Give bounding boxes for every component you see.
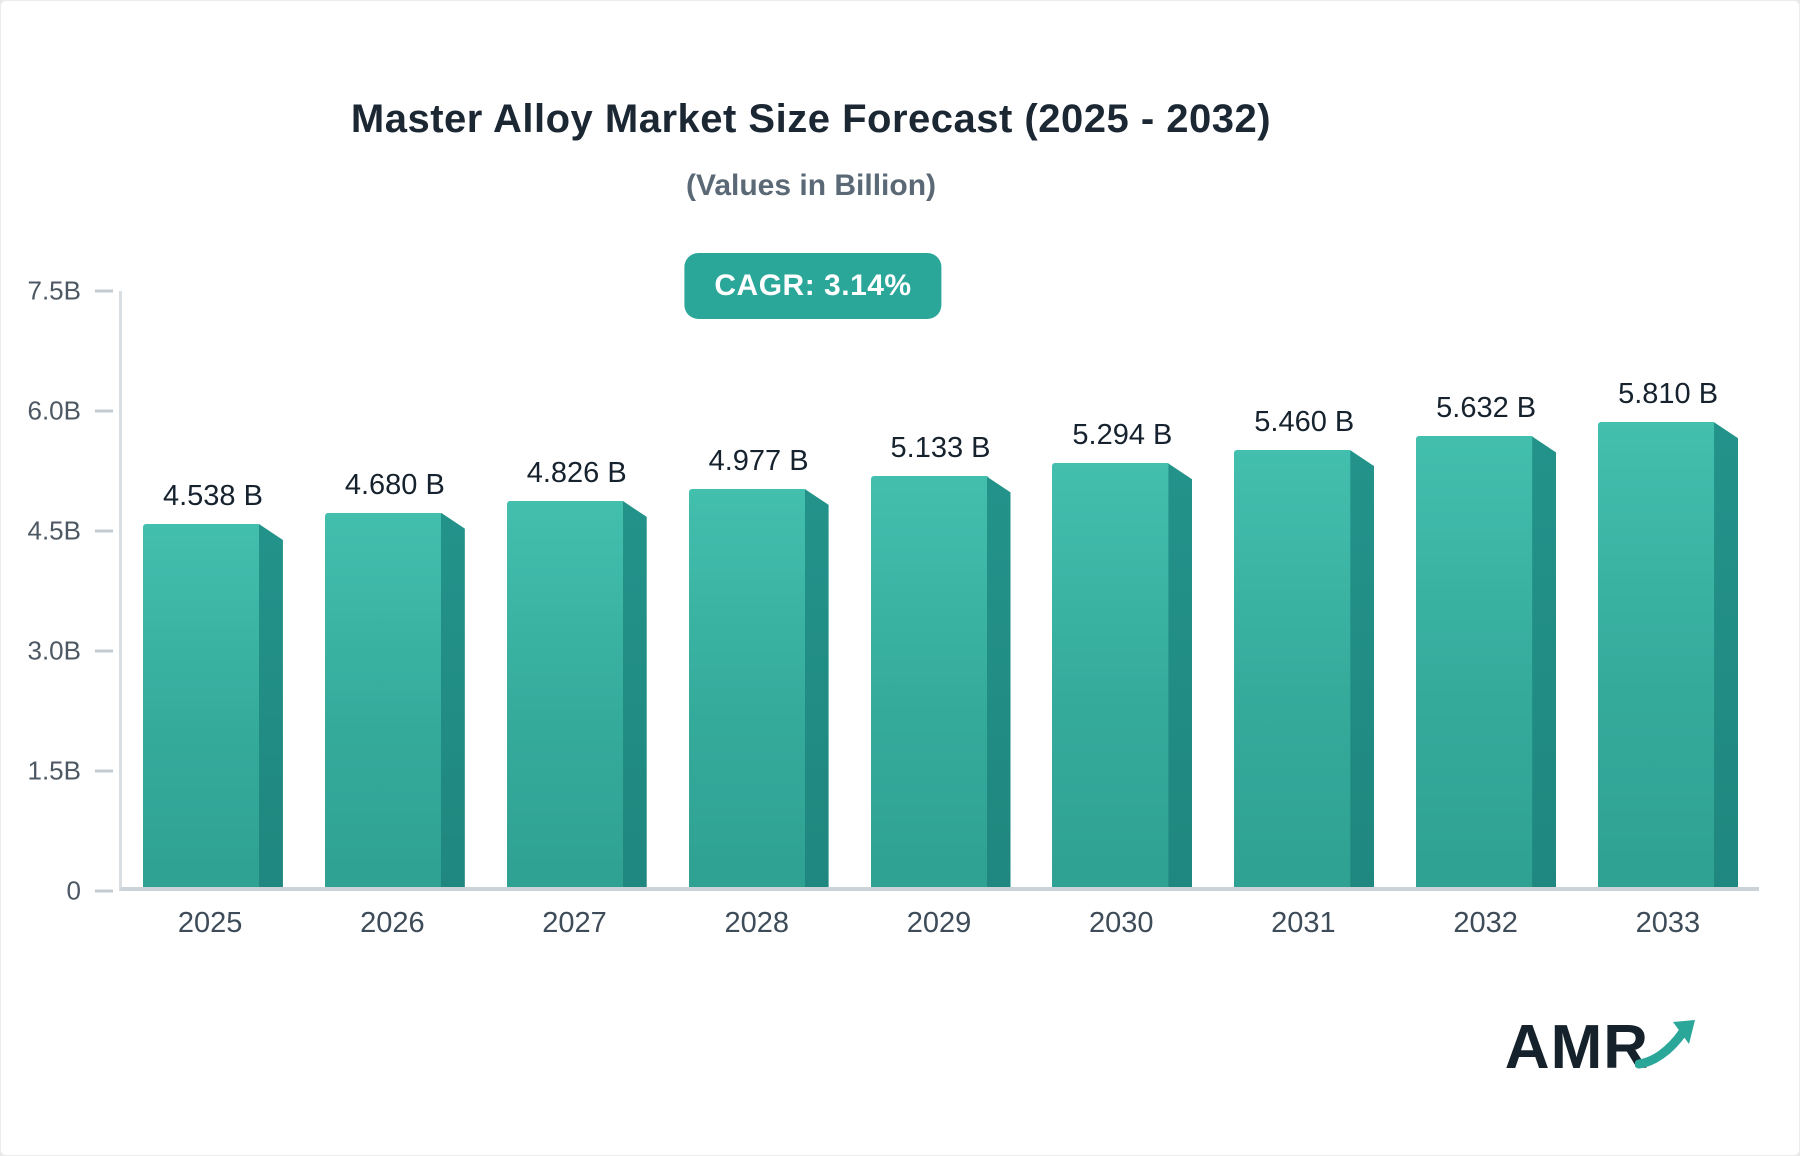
bar-value-label: 5.810 B bbox=[1618, 378, 1719, 411]
bar-value-label: 4.538 B bbox=[162, 479, 263, 512]
bar-value-label: 5.460 B bbox=[1254, 406, 1355, 439]
x-axis-label: 2025 bbox=[177, 907, 243, 939]
amr-logo-text: AMR bbox=[1504, 1013, 1649, 1082]
bar-side-face bbox=[1532, 436, 1557, 887]
bar-2028: 4.977 B bbox=[688, 445, 829, 887]
y-tick-label: 3.0B bbox=[27, 635, 82, 666]
y-tick: 7.5B bbox=[1, 276, 119, 307]
bar-front-face bbox=[688, 488, 807, 887]
bar-cell: 4.680 B bbox=[304, 291, 486, 887]
bar-side-face bbox=[986, 476, 1011, 887]
y-tick-mark bbox=[95, 529, 113, 533]
x-axis-label: 2026 bbox=[360, 907, 425, 939]
bar-2032: 5.632 B bbox=[1416, 392, 1557, 887]
x-axis-labels: 2025 2026 2027 2028 2029 2030 2031 2032 2033 bbox=[119, 907, 1759, 940]
bar-value-label: 5.294 B bbox=[1072, 419, 1173, 452]
x-axis-label: 2031 bbox=[1271, 907, 1336, 939]
bar-front-face bbox=[1052, 463, 1171, 887]
y-axis-ticks: 7.5B 6.0B 4.5B 3.0B 1.5B 0 bbox=[1, 276, 119, 906]
bar-cell: 4.977 B bbox=[668, 291, 850, 887]
bar-side-face bbox=[1350, 450, 1375, 887]
bar-cell: 5.632 B bbox=[1395, 291, 1577, 887]
plot-area: 4.538 B 4.680 B 4.826 B 4.977 B 5.133 B 5.294… bbox=[119, 291, 1759, 891]
bar-front-face bbox=[1598, 422, 1717, 887]
y-tick-label: 0 bbox=[66, 875, 81, 906]
bar-front-face bbox=[324, 512, 443, 887]
x-axis-label: 2033 bbox=[1635, 907, 1701, 939]
x-axis-label: 2029 bbox=[906, 907, 972, 939]
y-tick-mark bbox=[95, 889, 113, 893]
bar-side-face bbox=[622, 500, 647, 887]
x-axis-label: 2027 bbox=[542, 907, 607, 939]
bar-side-face bbox=[440, 512, 465, 887]
bar-cell: 5.294 B bbox=[1031, 291, 1213, 887]
bar-2029: 5.133 B bbox=[870, 432, 1011, 887]
y-tick: 6.0B bbox=[1, 396, 119, 427]
y-tick-mark bbox=[95, 769, 113, 773]
y-tick: 4.5B bbox=[1, 516, 119, 547]
y-tick-label: 1.5B bbox=[27, 755, 82, 786]
bar-side-face bbox=[1168, 463, 1193, 887]
bar-front-face bbox=[506, 500, 625, 887]
bar-side-face bbox=[804, 488, 829, 887]
bar-front-face bbox=[1416, 436, 1535, 887]
bar-cell: 5.460 B bbox=[1213, 291, 1395, 887]
y-tick-label: 4.5B bbox=[27, 515, 82, 546]
y-tick-label: 6.0B bbox=[27, 395, 82, 426]
bar-2027: 4.826 B bbox=[506, 457, 647, 887]
x-axis-label: 2030 bbox=[1088, 907, 1154, 939]
y-tick-mark bbox=[95, 289, 113, 293]
bar-2033: 5.810 B bbox=[1598, 378, 1739, 887]
y-tick: 0 bbox=[1, 876, 119, 907]
bar-cell: 4.538 B bbox=[122, 291, 304, 887]
bar-2031: 5.460 B bbox=[1234, 406, 1375, 887]
growth-arrow-icon bbox=[1635, 1019, 1695, 1068]
bar-2030: 5.294 B bbox=[1052, 419, 1193, 887]
amr-logo: AMR bbox=[1505, 1012, 1699, 1083]
y-tick-mark bbox=[95, 649, 113, 653]
x-axis-label: 2032 bbox=[1453, 907, 1518, 939]
page-title: Master Alloy Market Size Forecast (2025 … bbox=[350, 97, 1272, 141]
y-tick: 3.0B bbox=[1, 636, 119, 667]
bar-series: 4.538 B 4.680 B 4.826 B 4.977 B 5.133 B 5.294… bbox=[122, 291, 1759, 887]
bar-cell: 4.826 B bbox=[486, 291, 668, 887]
bar-side-face bbox=[1714, 422, 1739, 887]
bar-cell: 5.133 B bbox=[850, 291, 1032, 887]
bar-value-label: 5.632 B bbox=[1436, 392, 1537, 425]
y-tick: 1.5B bbox=[1, 756, 119, 787]
bar-value-label: 4.826 B bbox=[526, 456, 627, 489]
x-axis-label: 2028 bbox=[724, 907, 790, 939]
bar-cell: 5.810 B bbox=[1577, 291, 1759, 887]
chart-subtitle: (Values in Billion) bbox=[685, 169, 937, 202]
bar-front-face bbox=[142, 523, 261, 887]
bar-value-label: 4.977 B bbox=[708, 444, 809, 477]
y-tick-mark bbox=[95, 409, 113, 413]
bar-value-label: 5.133 B bbox=[890, 432, 991, 465]
y-tick-label: 7.5B bbox=[27, 275, 82, 306]
cagr-badge: CAGR: 3.14% bbox=[684, 253, 942, 319]
bar-value-label: 4.680 B bbox=[344, 468, 445, 501]
bar-side-face bbox=[258, 523, 283, 887]
bar-2026: 4.680 B bbox=[324, 469, 465, 887]
bar-front-face bbox=[870, 476, 989, 887]
bar-2025: 4.538 B bbox=[142, 480, 283, 887]
bar-front-face bbox=[1234, 450, 1353, 887]
